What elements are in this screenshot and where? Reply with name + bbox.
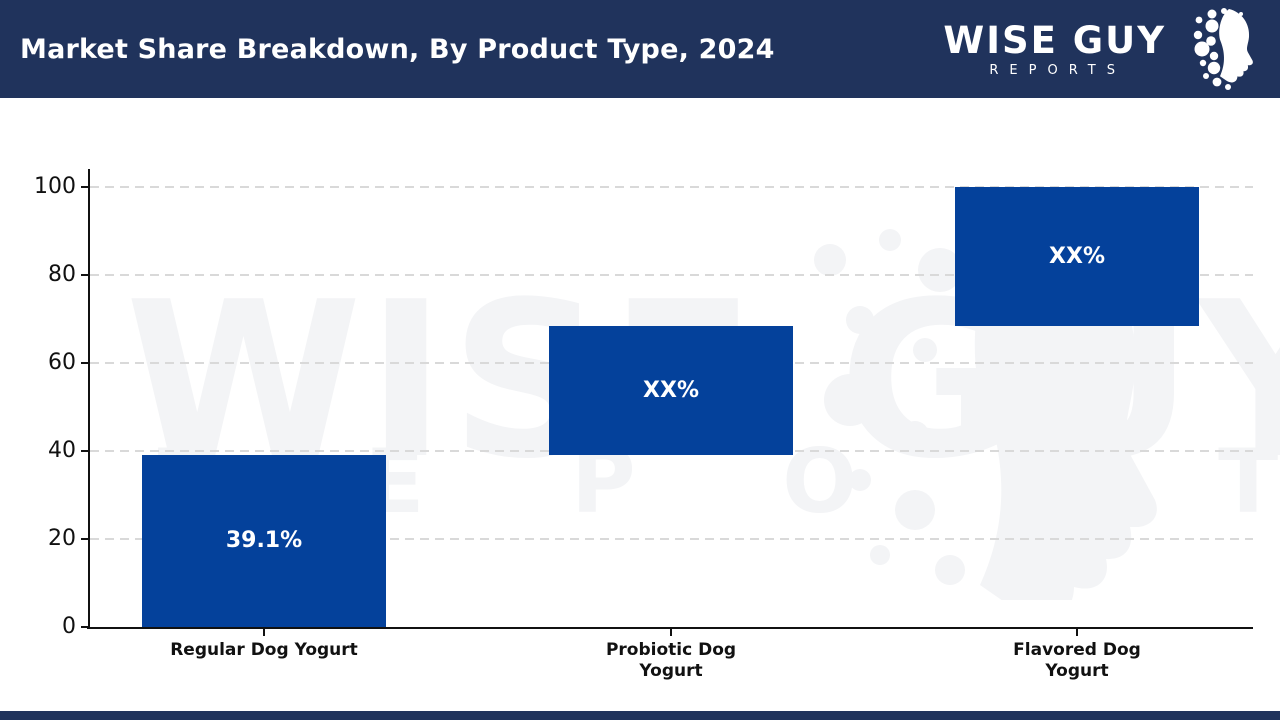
y-tick-100 [81, 186, 88, 188]
y-tick-0 [81, 626, 88, 628]
bar-value-label-probiotic-dog-yogurt: XX% [643, 377, 699, 403]
y-tick-label-20: 20 [48, 526, 76, 551]
bar-flavored-dog-yogurt: XX% [955, 187, 1199, 327]
x-tick-probiotic-dog-yogurt [670, 629, 672, 636]
y-tick-40 [81, 450, 88, 452]
y-tick-60 [81, 362, 88, 364]
bar-regular-dog-yogurt: 39.1% [142, 454, 386, 627]
bar-value-label-flavored-dog-yogurt: XX% [1049, 244, 1105, 270]
logo-wordmark: WISE GUY [943, 18, 1166, 62]
bar-probiotic-dog-yogurt: XX% [549, 326, 793, 455]
y-tick-label-100: 100 [34, 174, 76, 199]
x-tick-regular-dog-yogurt [263, 629, 265, 636]
x-axis [87, 627, 1253, 629]
footer-band [0, 711, 1280, 720]
wise-guy-reports-logo: WISE GUY REPORTS [943, 6, 1254, 92]
y-tick-label-0: 0 [62, 614, 76, 639]
category-label-regular-dog-yogurt: Regular Dog Yogurt [170, 640, 358, 660]
logo-subtext: REPORTS [989, 62, 1126, 78]
y-tick-label-80: 80 [48, 262, 76, 287]
gridline-20 [90, 538, 1253, 540]
category-label-flavored-dog-yogurt: Flavored Dog Yogurt [1013, 640, 1141, 681]
page-title: Market Share Breakdown, By Product Type,… [20, 33, 775, 65]
y-tick-label-40: 40 [48, 438, 76, 463]
x-tick-flavored-dog-yogurt [1076, 629, 1078, 636]
y-tick-80 [81, 274, 88, 276]
header-band: Market Share Breakdown, By Product Type,… [0, 0, 1280, 98]
logo-text: WISE GUY REPORTS [943, 22, 1166, 77]
y-tick-label-60: 60 [48, 350, 76, 375]
gridline-100 [90, 186, 1253, 188]
y-tick-20 [81, 538, 88, 540]
category-label-probiotic-dog-yogurt: Probiotic Dog Yogurt [605, 640, 737, 681]
y-axis [88, 169, 90, 629]
bar-value-label-regular-dog-yogurt: 39.1% [225, 528, 303, 554]
dotted-head-icon [1193, 8, 1253, 90]
gridline-80 [90, 274, 1253, 276]
